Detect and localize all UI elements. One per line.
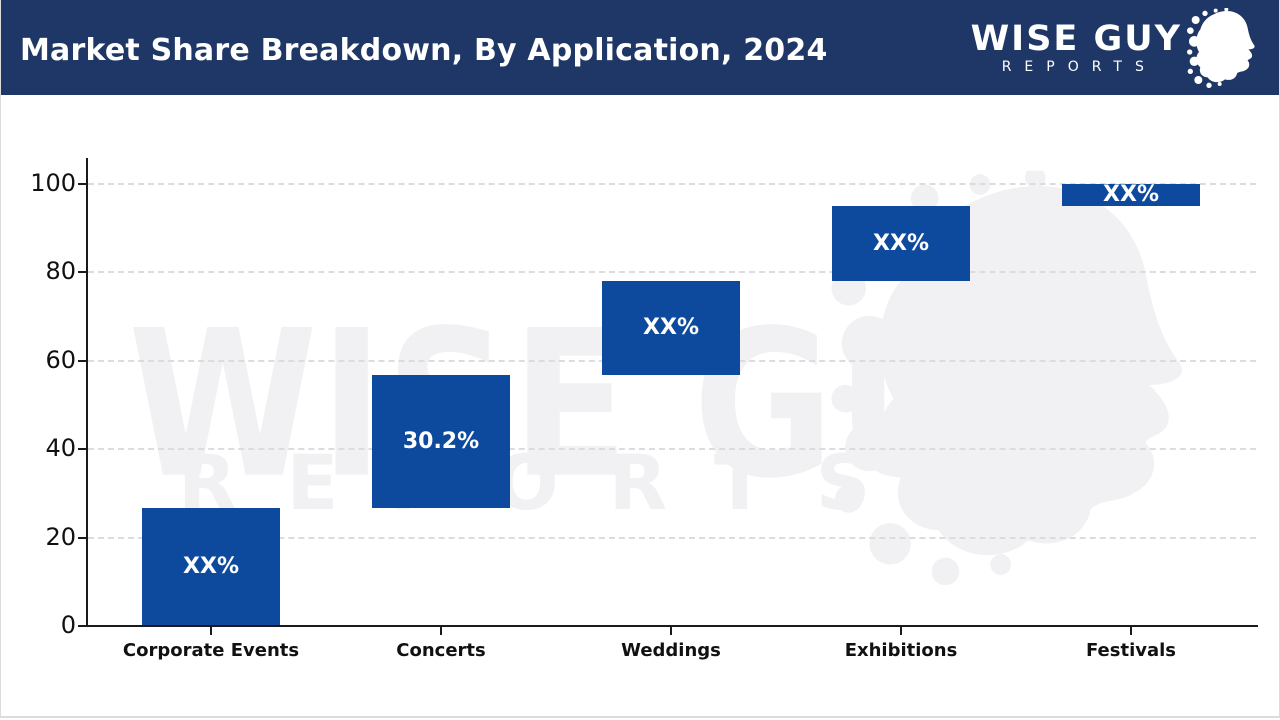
x-axis-label-weddings: Weddings <box>621 640 721 661</box>
y-axis-line <box>86 158 88 627</box>
x-tick-mark-corporate-events <box>210 627 212 635</box>
y-tick-label-100: 100 <box>30 169 76 197</box>
logo-head-icon <box>1180 8 1266 88</box>
y-tick-mark-20 <box>78 536 86 539</box>
bar-concerts: 30.2% <box>372 374 510 509</box>
bar-value-label-weddings: XX% <box>643 315 699 341</box>
page-title: Market Share Breakdown, By Application, … <box>20 33 828 68</box>
x-axis-label-festivals: Festivals <box>1085 640 1177 661</box>
y-tick-mark-0 <box>78 625 86 627</box>
y-tick-label-80: 80 <box>45 257 76 286</box>
y-tick-label-20: 20 <box>45 522 76 551</box>
x-tick-mark-exhibitions <box>900 627 902 635</box>
x-tick-mark-concerts <box>440 627 442 635</box>
logo-text: WISE GUY REPORTS <box>971 21 1182 75</box>
y-tick-mark-80 <box>78 271 86 274</box>
x-axis-label-corporate-events: Corporate Events <box>122 640 300 661</box>
logo-wiseguy-label: WISE GUY <box>970 19 1182 60</box>
header-bar: Market Share Breakdown, By Application, … <box>0 0 1280 95</box>
logo-reports-label: REPORTS <box>1001 58 1157 75</box>
bar-exhibitions: XX% <box>832 206 970 282</box>
gridline-y-100 <box>88 183 1256 185</box>
x-tick-mark-festivals <box>1130 627 1132 635</box>
gridline-y-20 <box>88 536 1256 539</box>
wise-guy-reports-logo: WISE GUY REPORTS <box>971 8 1266 88</box>
x-axis-label-exhibitions: Exhibitions <box>844 640 958 661</box>
y-tick-label-60: 60 <box>45 345 76 374</box>
x-axis-label-concerts: Concerts <box>396 640 486 661</box>
bar-weddings: XX% <box>602 281 740 375</box>
x-axis-line <box>86 625 1258 627</box>
y-tick-mark-100 <box>78 183 86 185</box>
bar-value-label-exhibitions: XX% <box>873 230 929 256</box>
gridline-y-40 <box>88 448 1256 451</box>
bar-festivals: XX% <box>1062 182 1200 208</box>
y-tick-label-40: 40 <box>45 434 76 463</box>
bar-value-label-concerts: 30.2% <box>402 428 480 454</box>
y-tick-mark-60 <box>78 359 86 362</box>
y-tick-label-0: 0 <box>60 611 76 639</box>
bar-value-label-corporate-events: XX% <box>183 554 239 580</box>
y-tick-mark-40 <box>78 448 86 451</box>
x-tick-mark-weddings <box>670 627 672 635</box>
bar-corporate-events: XX% <box>142 508 280 626</box>
gridline-y-80 <box>88 271 1256 274</box>
bar-value-label-festivals: XX% <box>1103 182 1159 208</box>
